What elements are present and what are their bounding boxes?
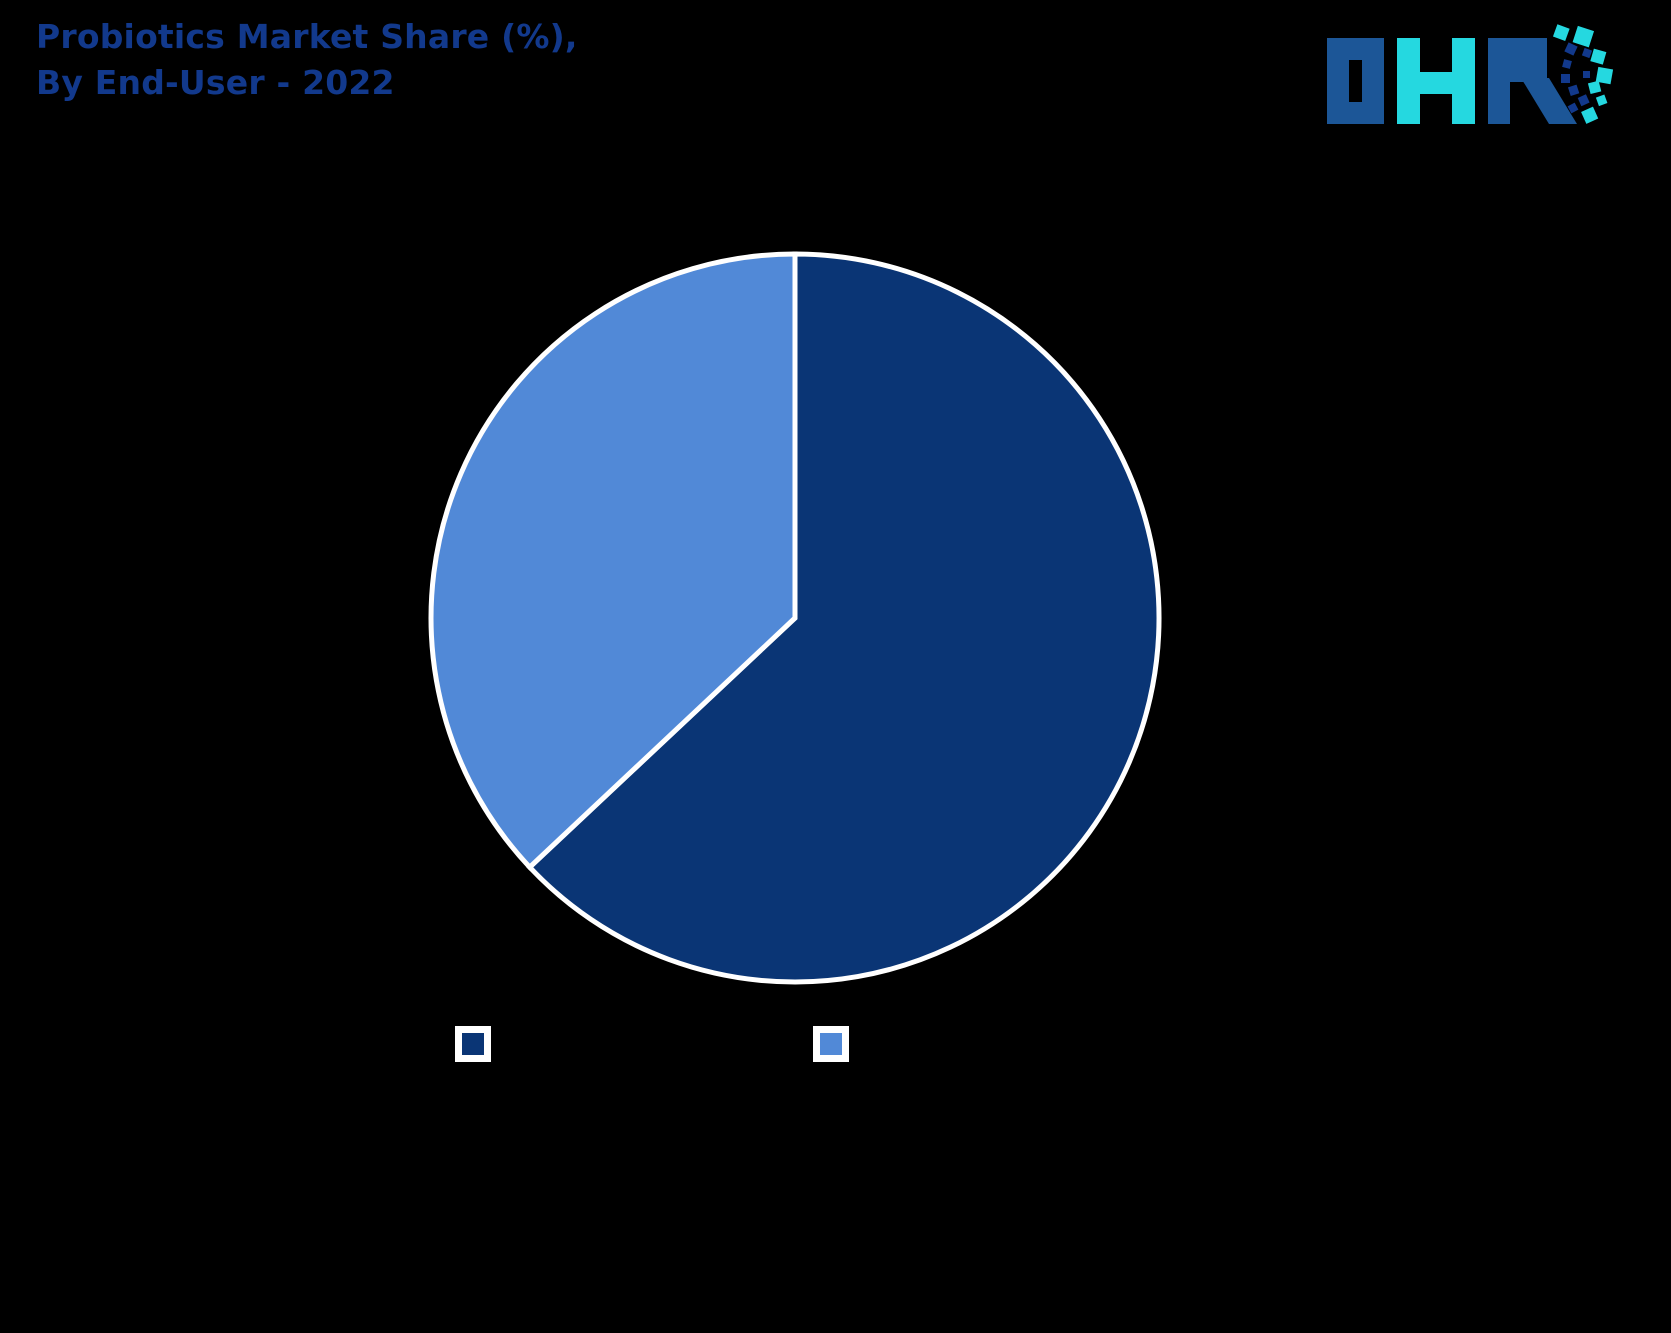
pie-slice-0 xyxy=(526,251,1162,985)
logo-particle-arc-icon xyxy=(1552,24,1614,124)
logo-letter-r-icon xyxy=(1488,38,1577,124)
page-title: Probiotics Market Share (%), By End-User… xyxy=(36,14,856,105)
page-title-line-1: Probiotics Market Share (%), xyxy=(36,17,578,56)
dhr-logo xyxy=(1321,16,1641,134)
legend-swatch-icon-1 xyxy=(813,1026,849,1062)
legend-swatch-icon-0 xyxy=(455,1026,491,1062)
legend-item-1[interactable] xyxy=(813,1026,859,1062)
chart-legend xyxy=(0,1026,1671,1086)
logo-letter-d-icon xyxy=(1327,38,1384,124)
logo-letter-h-icon xyxy=(1397,38,1475,124)
pie-slice-1 xyxy=(428,251,798,871)
legend-item-0[interactable] xyxy=(455,1026,501,1062)
pie-chart xyxy=(428,251,1162,985)
page-title-line-2: By End-User - 2022 xyxy=(36,62,395,102)
